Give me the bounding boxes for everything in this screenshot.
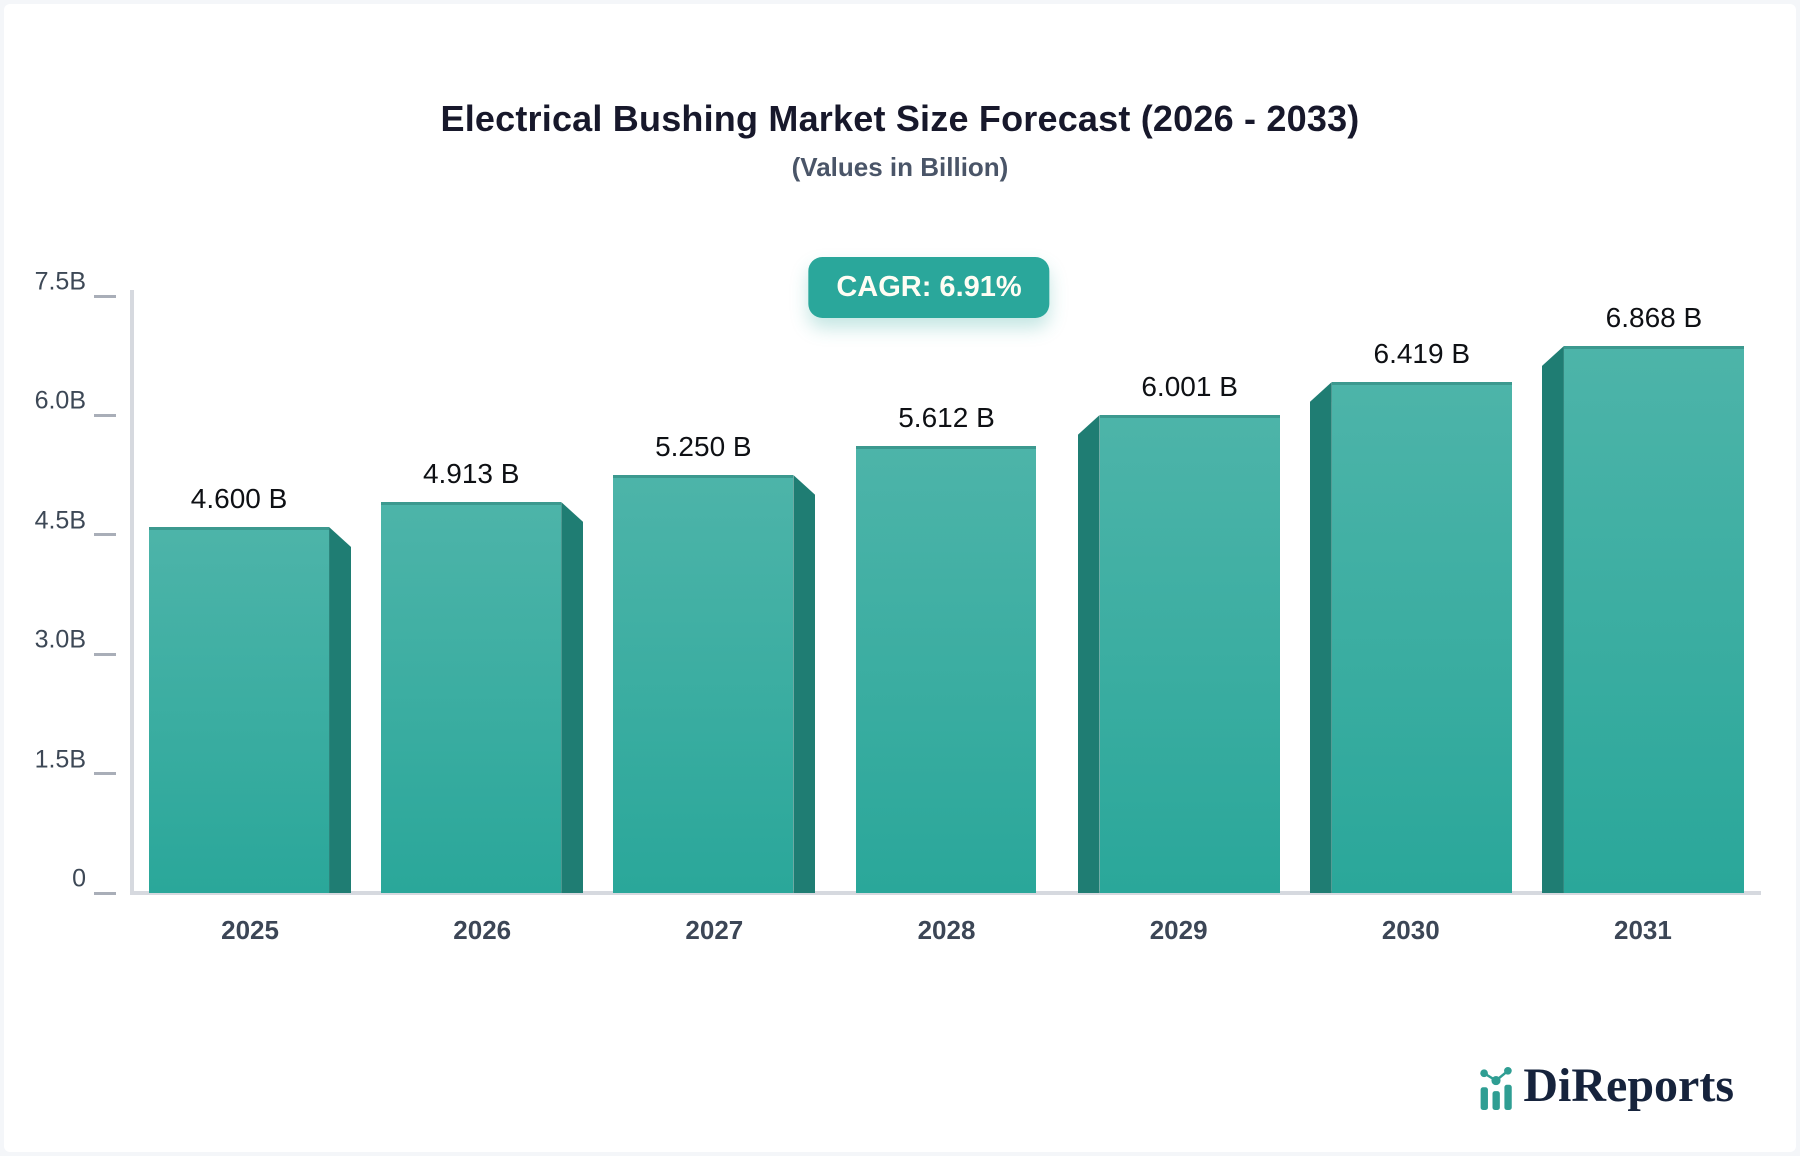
plot-area: 0 1.5B 3.0B 4.5B 6.0B 7.5B 4.600 B 4.913 B 5.25… [35, 268, 1761, 945]
brand-logo: DiReports [1477, 1054, 1734, 1110]
y-tick-label: 7.5B [34, 267, 86, 296]
x-tick-label: 2026 [453, 915, 512, 945]
bar-face [149, 527, 330, 893]
x-tick-label: 2025 [221, 915, 279, 945]
bar-group-2029: 6.001 B [1063, 296, 1295, 893]
x-tick-label: 2027 [685, 915, 744, 945]
bar-face [1331, 382, 1512, 893]
y-tick-label: 0 [72, 864, 86, 893]
x-tick-label: 2029 [1149, 915, 1208, 945]
bar-value-label: 6.419 B [1373, 338, 1471, 369]
bar-value-label: 4.913 B [422, 458, 520, 489]
x-tick-label: 2028 [917, 915, 976, 945]
bar-chart-trend-icon [1480, 1066, 1513, 1110]
bar-face [856, 446, 1037, 893]
bar-2027 [613, 475, 816, 893]
bar-2028 [856, 446, 1037, 893]
bar-group-2031: 6.868 B [1527, 296, 1759, 893]
x-axis-line [130, 891, 1761, 895]
bar-value-label: 5.612 B [898, 402, 995, 433]
y-tick-label: 6.0B [34, 386, 86, 415]
bar-group-2025: 4.600 B [134, 296, 366, 893]
x-tick-label: 2031 [1613, 915, 1672, 945]
bar-side-face [561, 502, 584, 893]
y-tick-dash [94, 891, 116, 895]
brand-logo-text: DiReports [1523, 1059, 1734, 1112]
bar-side-face [329, 527, 352, 893]
bar-2031 [1541, 346, 1744, 893]
y-tick-label: 4.5B [34, 506, 86, 535]
cagr-badge: CAGR: 6.91% [808, 257, 1050, 318]
bar-group-2028: 5.612 B [830, 296, 1062, 893]
y-tick-label: 1.5B [34, 745, 86, 774]
y-tick-dash [94, 652, 116, 656]
y-tick-dash [94, 772, 116, 776]
y-tick-dash [94, 413, 116, 417]
y-tick-dash [94, 533, 116, 537]
bar-2025 [149, 527, 352, 893]
chart-title: Electrical Bushing Market Size Forecast … [440, 98, 1360, 139]
bar-value-label: 6.001 B [1141, 371, 1238, 402]
bar-2026 [381, 502, 584, 893]
bar-side-face [793, 475, 816, 893]
bar-face [1563, 346, 1744, 893]
x-tick-label: 2030 [1381, 915, 1440, 945]
chart-card: Electrical Bushing Market Size Forecast … [4, 4, 1796, 1152]
y-tick-label: 3.0B [34, 625, 86, 654]
y-tick-dash [94, 294, 116, 298]
bar-group-2027: 5.250 B [598, 296, 830, 893]
bar-side-face [1309, 382, 1332, 893]
bar-value-label: 4.600 B [190, 483, 288, 514]
bar-value-label: 5.250 B [655, 431, 752, 462]
bar-2029 [1077, 415, 1280, 893]
bar-value-label: 6.868 B [1605, 302, 1703, 333]
bar-side-face [1541, 346, 1564, 893]
y-axis-line [130, 290, 134, 895]
bar-side-face [1077, 415, 1100, 893]
bar-face [613, 475, 794, 893]
bar-group-2030: 6.419 B [1295, 296, 1527, 893]
chart-subtitle: (Values in Billion) [791, 152, 1009, 182]
bar-2030 [1309, 382, 1512, 893]
bar-group-2026: 4.913 B [366, 296, 598, 893]
bar-face [381, 502, 562, 893]
bar-face [1099, 415, 1280, 893]
